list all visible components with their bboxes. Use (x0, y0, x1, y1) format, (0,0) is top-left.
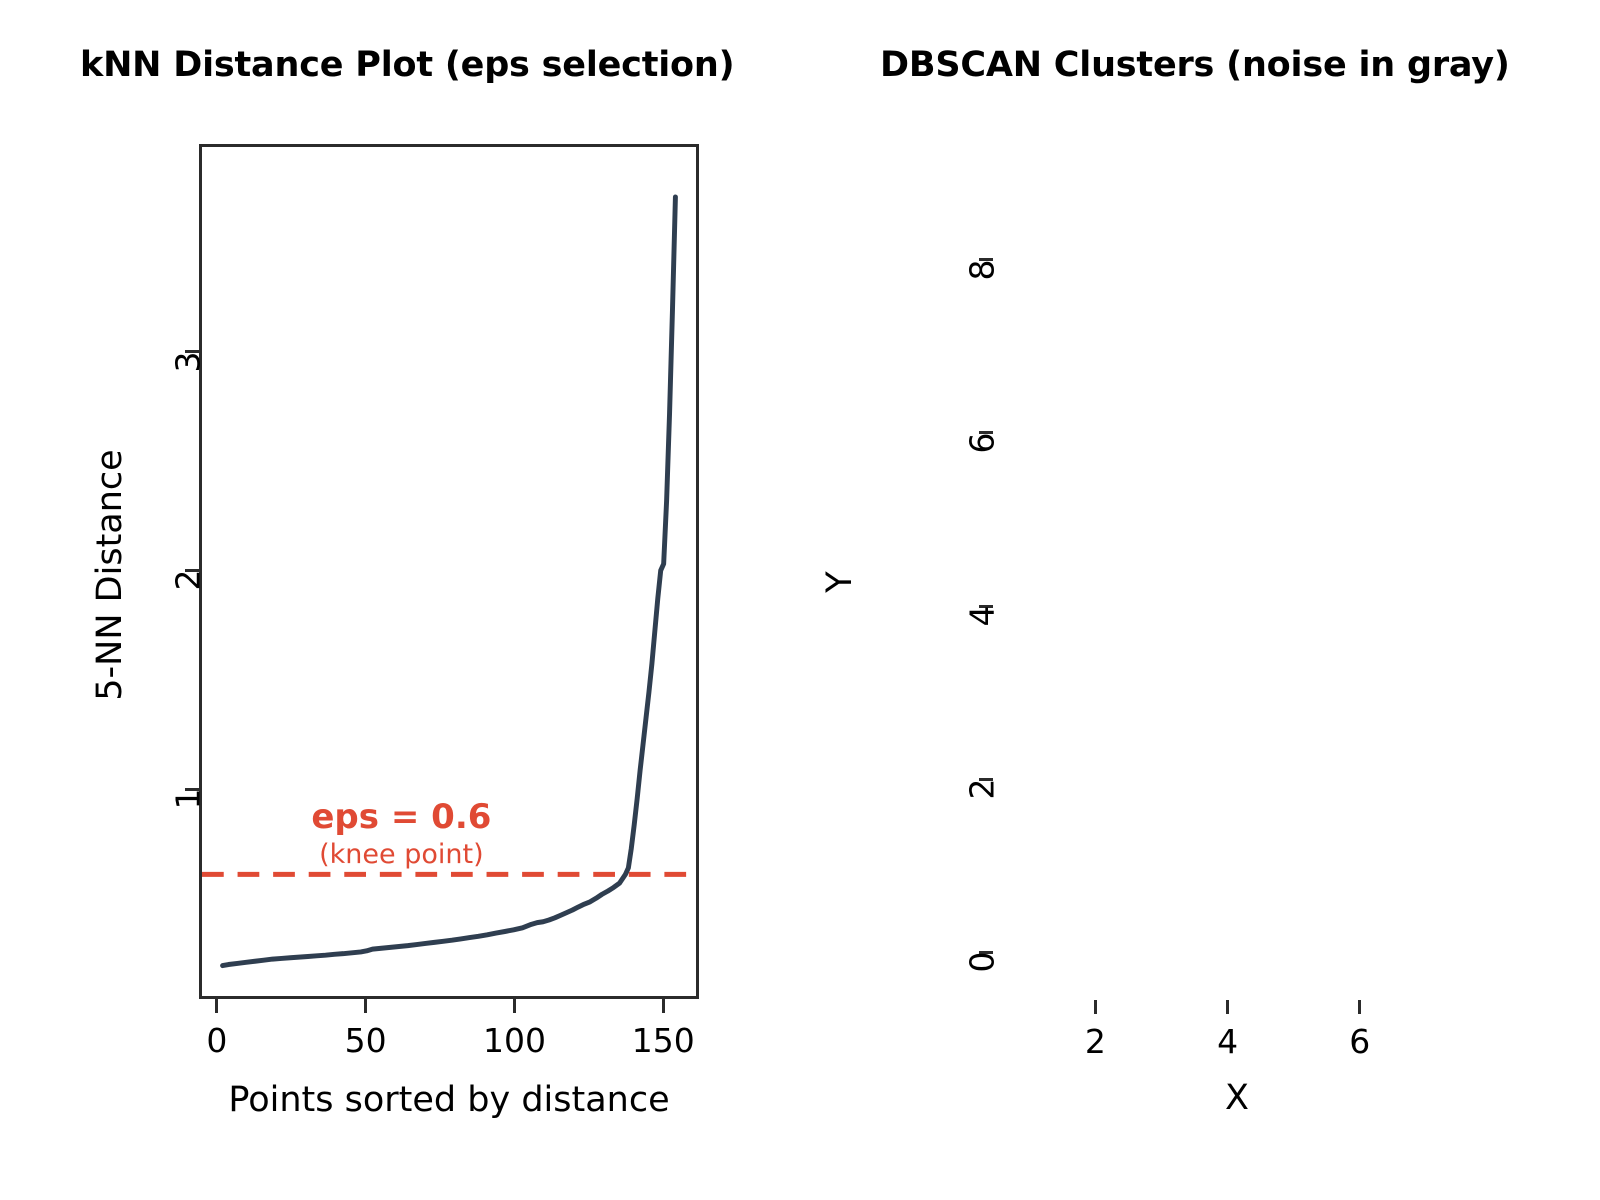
x-tick-left (215, 999, 219, 1013)
y-tick-label-right: 4 (962, 605, 1002, 627)
y-tick-right (979, 431, 993, 435)
x-tick-label-left: 0 (206, 1021, 228, 1060)
x-tick-label-left: 100 (482, 1021, 546, 1060)
x-axis-label-right: X (1225, 1078, 1249, 1118)
x-tick-left (661, 999, 665, 1013)
panel-knn-distance-plot: kNN Distance Plot (eps selection) Points… (80, 45, 735, 1120)
y-tick-right (979, 950, 993, 954)
y-tick-label-right: 2 (962, 778, 1002, 800)
y-tick-left (185, 568, 199, 572)
x-tick-right (1358, 1000, 1362, 1014)
axes-knn-distance (199, 144, 699, 999)
x-tick-label-right: 2 (1084, 1022, 1106, 1061)
x-tick-label-right: 4 (1217, 1022, 1239, 1061)
x-tick-left (512, 999, 516, 1013)
knn-distance-curve (220, 194, 678, 969)
panel-title-right: DBSCAN Clusters (noise in gray) (880, 45, 1510, 85)
x-axis-label-left: Points sorted by distance (228, 1080, 670, 1120)
x-tick-right (1226, 1000, 1230, 1014)
y-tick-left (185, 350, 199, 354)
panel-dbscan-clusters: DBSCAN Clusters (noise in gray) Cluster … (800, 0, 1600, 1200)
y-axis-label-right: Y (820, 571, 860, 593)
x-tick-left (364, 999, 368, 1013)
y-tick-label-right: 6 (962, 432, 1002, 454)
axes-clip-left (202, 147, 696, 996)
y-axis-label-left: 5-NN Distance (90, 449, 130, 701)
y-tick-label-left: 3 (168, 351, 208, 373)
y-tick-left (185, 787, 199, 791)
y-tick-right (979, 604, 993, 608)
y-tick-label-right: 0 (962, 951, 1002, 973)
y-tick-right (979, 777, 993, 781)
x-tick-label-left: 150 (631, 1021, 695, 1060)
y-tick-label-left: 2 (168, 569, 208, 591)
y-tick-label-right: 8 (962, 259, 1002, 281)
x-tick-label-right: 6 (1349, 1022, 1371, 1061)
y-tick-right (979, 258, 993, 262)
knn-line-chart (202, 194, 696, 969)
y-tick-label-left: 1 (168, 788, 208, 810)
panel-title-left: kNN Distance Plot (eps selection) (80, 45, 735, 85)
x-tick-right (1093, 1000, 1097, 1014)
x-tick-label-left: 50 (344, 1021, 387, 1060)
